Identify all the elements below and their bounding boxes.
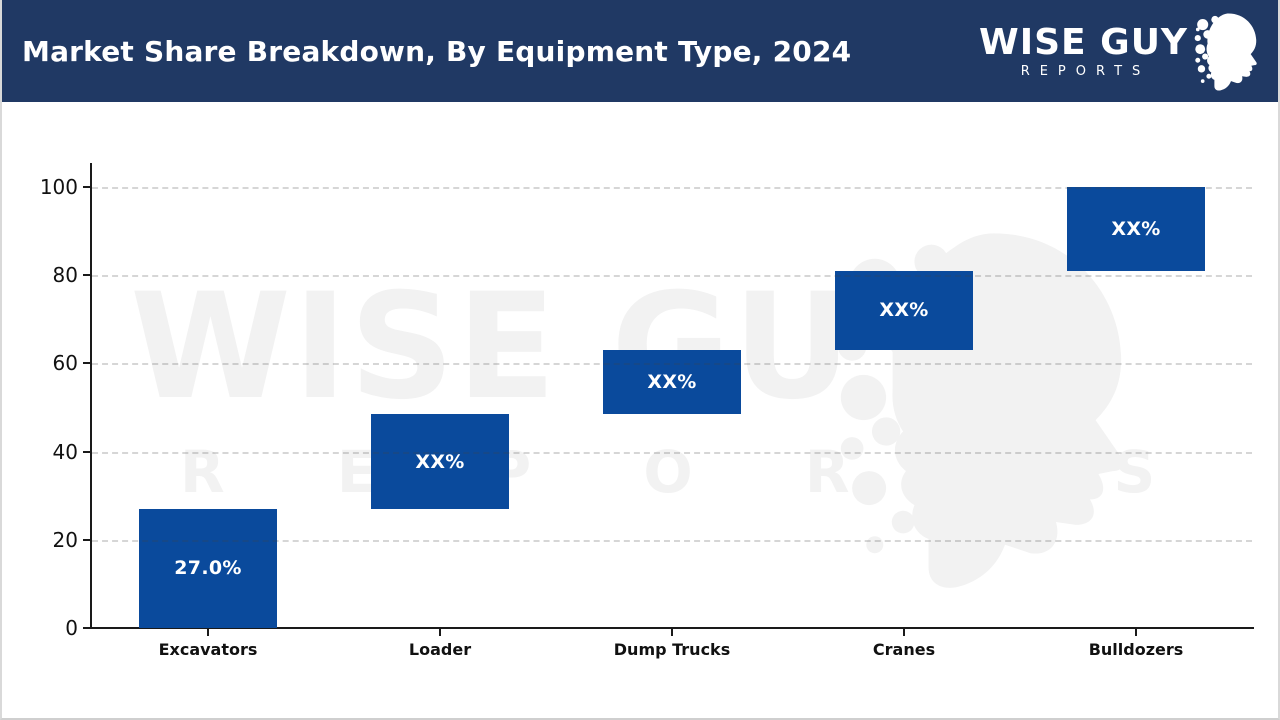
x-tick-label-loader: Loader	[408, 640, 472, 659]
bar-cranes: XX%	[835, 270, 973, 351]
logo-reports: REPORTS	[1020, 63, 1151, 79]
header-bar: Market Share Breakdown, By Equipment Typ…	[2, 0, 1278, 102]
bar-loader: XX%	[371, 414, 509, 509]
x-axis-spine	[90, 627, 1254, 629]
y-tick-mark	[83, 450, 91, 453]
bar-bulldozers: XX%	[1067, 187, 1205, 271]
x-tick-label-bulldozers: Bulldozers	[1088, 640, 1184, 659]
logo-text: WISE GUY REPORTS	[978, 21, 1188, 79]
y-tick-label-60: 60	[52, 351, 78, 376]
chart-title: Market Share Breakdown, By Equipment Typ…	[22, 34, 852, 68]
logo-wise-guy: WISE GUY	[978, 21, 1188, 63]
bar-value-label: XX%	[647, 371, 697, 394]
x-tick-mark	[207, 629, 209, 636]
y-tick-mark	[83, 274, 91, 277]
x-tick-mark	[439, 629, 441, 636]
y-tick-label-40: 40	[52, 439, 78, 464]
logo-face-icon	[1194, 13, 1257, 91]
x-tick-mark	[903, 629, 905, 636]
bar-value-label: 27.0%	[174, 557, 242, 580]
y-tick-label-20: 20	[52, 527, 78, 552]
bar-value-label: XX%	[1111, 217, 1161, 240]
x-tick-mark	[671, 629, 673, 636]
wise-guy-reports-logo: WISE GUY REPORTS	[979, 11, 1268, 91]
y-tick-label-0: 0	[65, 616, 78, 640]
bar-value-label: XX%	[415, 450, 465, 473]
gridline-40	[92, 451, 1252, 454]
x-tick-label-dump-trucks: Dump Trucks	[613, 640, 731, 659]
y-tick-mark	[83, 186, 91, 188]
y-tick-mark	[83, 362, 91, 365]
y-axis-spine	[90, 163, 92, 629]
gridline-80	[92, 275, 1252, 278]
watermark-text: WISE GUY	[130, 262, 962, 432]
bar-value-label: XX%	[879, 299, 929, 322]
y-tick-label-80: 80	[52, 263, 78, 288]
bar-dump-trucks: XX%	[603, 350, 741, 415]
bar-excavators: 27.0%	[139, 508, 277, 628]
x-tick-label-cranes: Cranes	[872, 640, 936, 659]
x-tick-mark	[1135, 629, 1137, 636]
y-tick-mark	[83, 627, 91, 629]
y-tick-label-100: 100	[39, 175, 78, 199]
y-tick-mark	[83, 538, 91, 541]
x-tick-label-excavators: Excavators	[158, 640, 258, 659]
